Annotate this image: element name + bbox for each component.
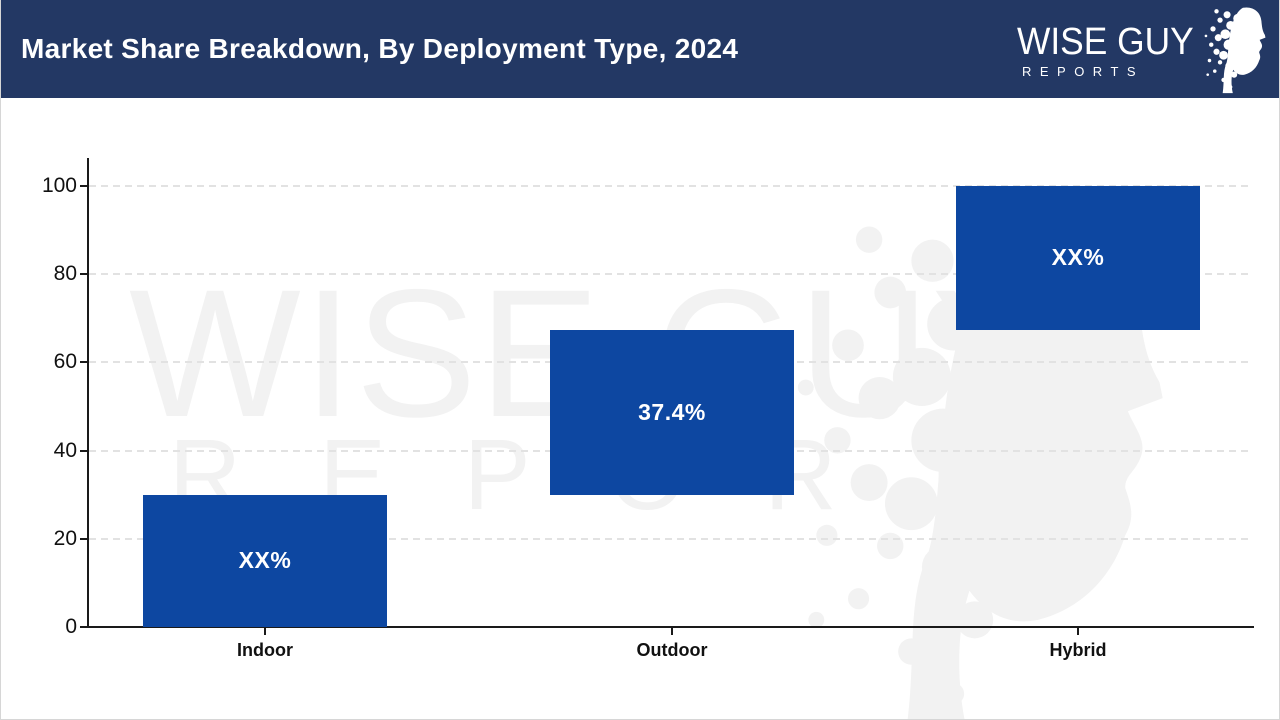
y-tick-label-40: 40 [53,438,77,462]
gridline-100 [89,185,1253,187]
y-tick-label-80: 80 [53,262,77,286]
bar-value-label-outdoor: 37.4% [638,398,706,425]
x-tick-mark-hybrid [1077,628,1079,635]
y-tick-mark-0 [80,626,88,628]
y-axis-line [87,158,89,628]
gridline-80 [89,273,1253,276]
header: Market Share Breakdown, By Deployment Ty… [1,0,1279,98]
page-title: Market Share Breakdown, By Deployment Ty… [21,33,739,64]
logo-wordmark: WISE GUY REPORTS [1017,23,1207,78]
bar-value-label-indoor: XX% [238,547,292,574]
y-tick-mark-40 [80,449,88,452]
x-tick-mark-indoor [264,628,266,635]
y-tick-mark-60 [80,361,88,364]
y-tick-mark-80 [80,273,88,276]
y-tick-label-100: 100 [41,174,77,197]
y-tick-label-60: 60 [53,350,77,374]
brand-logo: WISE GUY REPORTS [1017,4,1267,96]
y-tick-mark-100 [80,185,88,187]
bar-hybrid: XX% [956,186,1200,330]
logo-head-icon [1204,7,1266,94]
x-axis-line [87,626,1254,628]
bar-indoor: XX% [143,494,387,627]
y-tick-mark-20 [80,537,88,540]
logo-wordmark-line2: REPORTS [1021,63,1145,79]
bar-outdoor: 37.4% [550,329,794,495]
x-tick-label-hybrid: Hybrid [1049,640,1107,660]
gridline-20 [89,537,1253,540]
y-tick-label-20: 20 [53,526,77,550]
x-tick-mark-outdoor [671,628,673,635]
x-tick-label-indoor: Indoor [237,640,293,660]
bar-value-label-hybrid: XX% [1051,244,1105,271]
y-tick-label-0: 0 [65,615,77,638]
x-tick-label-outdoor: Outdoor [636,640,708,660]
logo-wordmark-line1: WISE GUY [1016,20,1194,63]
